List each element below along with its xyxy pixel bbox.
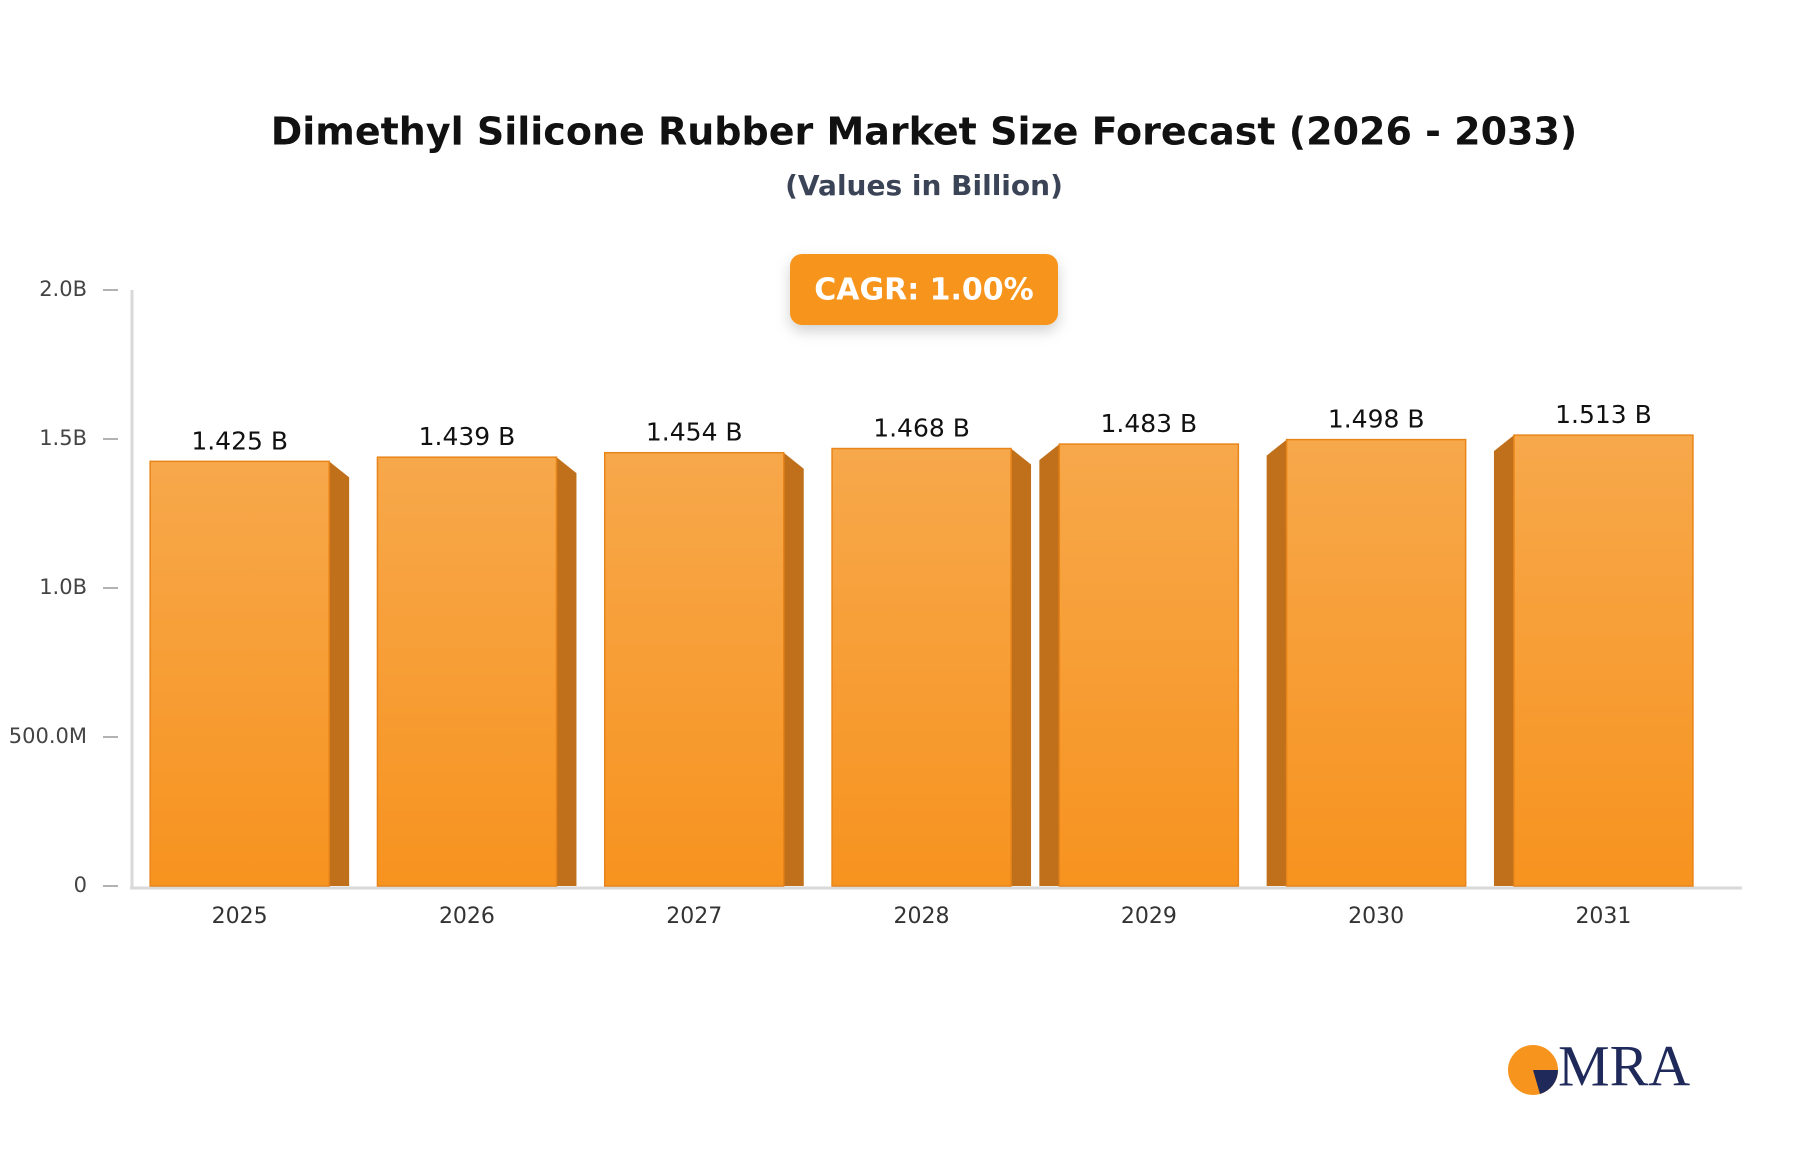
bar: [376, 456, 558, 887]
bar-side: [1011, 448, 1032, 886]
value-label: 1.439 B: [419, 422, 516, 451]
value-label: 1.454 B: [646, 418, 743, 447]
x-tick-label: 2029: [1121, 904, 1177, 929]
logo-text: MRA: [1558, 1033, 1690, 1098]
bar: [831, 447, 1012, 887]
y-tick-label: 1.0B: [39, 575, 87, 599]
x-tick-label: 2028: [894, 904, 950, 929]
bar-side: [556, 457, 577, 886]
y-tick-label: 500.0M: [9, 724, 87, 748]
bar-side: [1266, 439, 1287, 886]
value-label: 1.498 B: [1328, 405, 1425, 434]
chart-title: Dimethyl Silicone Rubber Market Size For…: [271, 110, 1578, 154]
y-tick-label: 1.5B: [39, 426, 87, 450]
bar: [604, 451, 785, 887]
y-tick-label: 2.0B: [39, 277, 87, 301]
bar: [1285, 438, 1467, 887]
value-label: 1.468 B: [873, 414, 970, 443]
bar: [1513, 434, 1694, 887]
chart-subtitle: (Values in Billion): [785, 169, 1063, 202]
bar: [1058, 443, 1240, 887]
bar-side: [1493, 435, 1514, 886]
y-tick-label: 0: [74, 873, 87, 897]
cagr-badge: [790, 254, 1058, 325]
value-label: 1.483 B: [1101, 409, 1198, 438]
x-tick-label: 2031: [1575, 904, 1631, 929]
bar-side: [783, 452, 804, 886]
x-tick-label: 2025: [212, 904, 268, 929]
bar: [149, 460, 330, 887]
bar-side: [329, 461, 350, 886]
x-tick-label: 2027: [666, 904, 722, 929]
cagr-label: CAGR: 1.00%: [814, 273, 1033, 308]
logo-icon-slice: [1533, 1070, 1558, 1094]
x-tick-label: 2030: [1348, 904, 1404, 929]
bar-side: [1039, 444, 1060, 886]
value-label: 1.425 B: [191, 426, 288, 455]
value-label: 1.513 B: [1555, 400, 1652, 429]
x-tick-label: 2026: [439, 904, 495, 929]
